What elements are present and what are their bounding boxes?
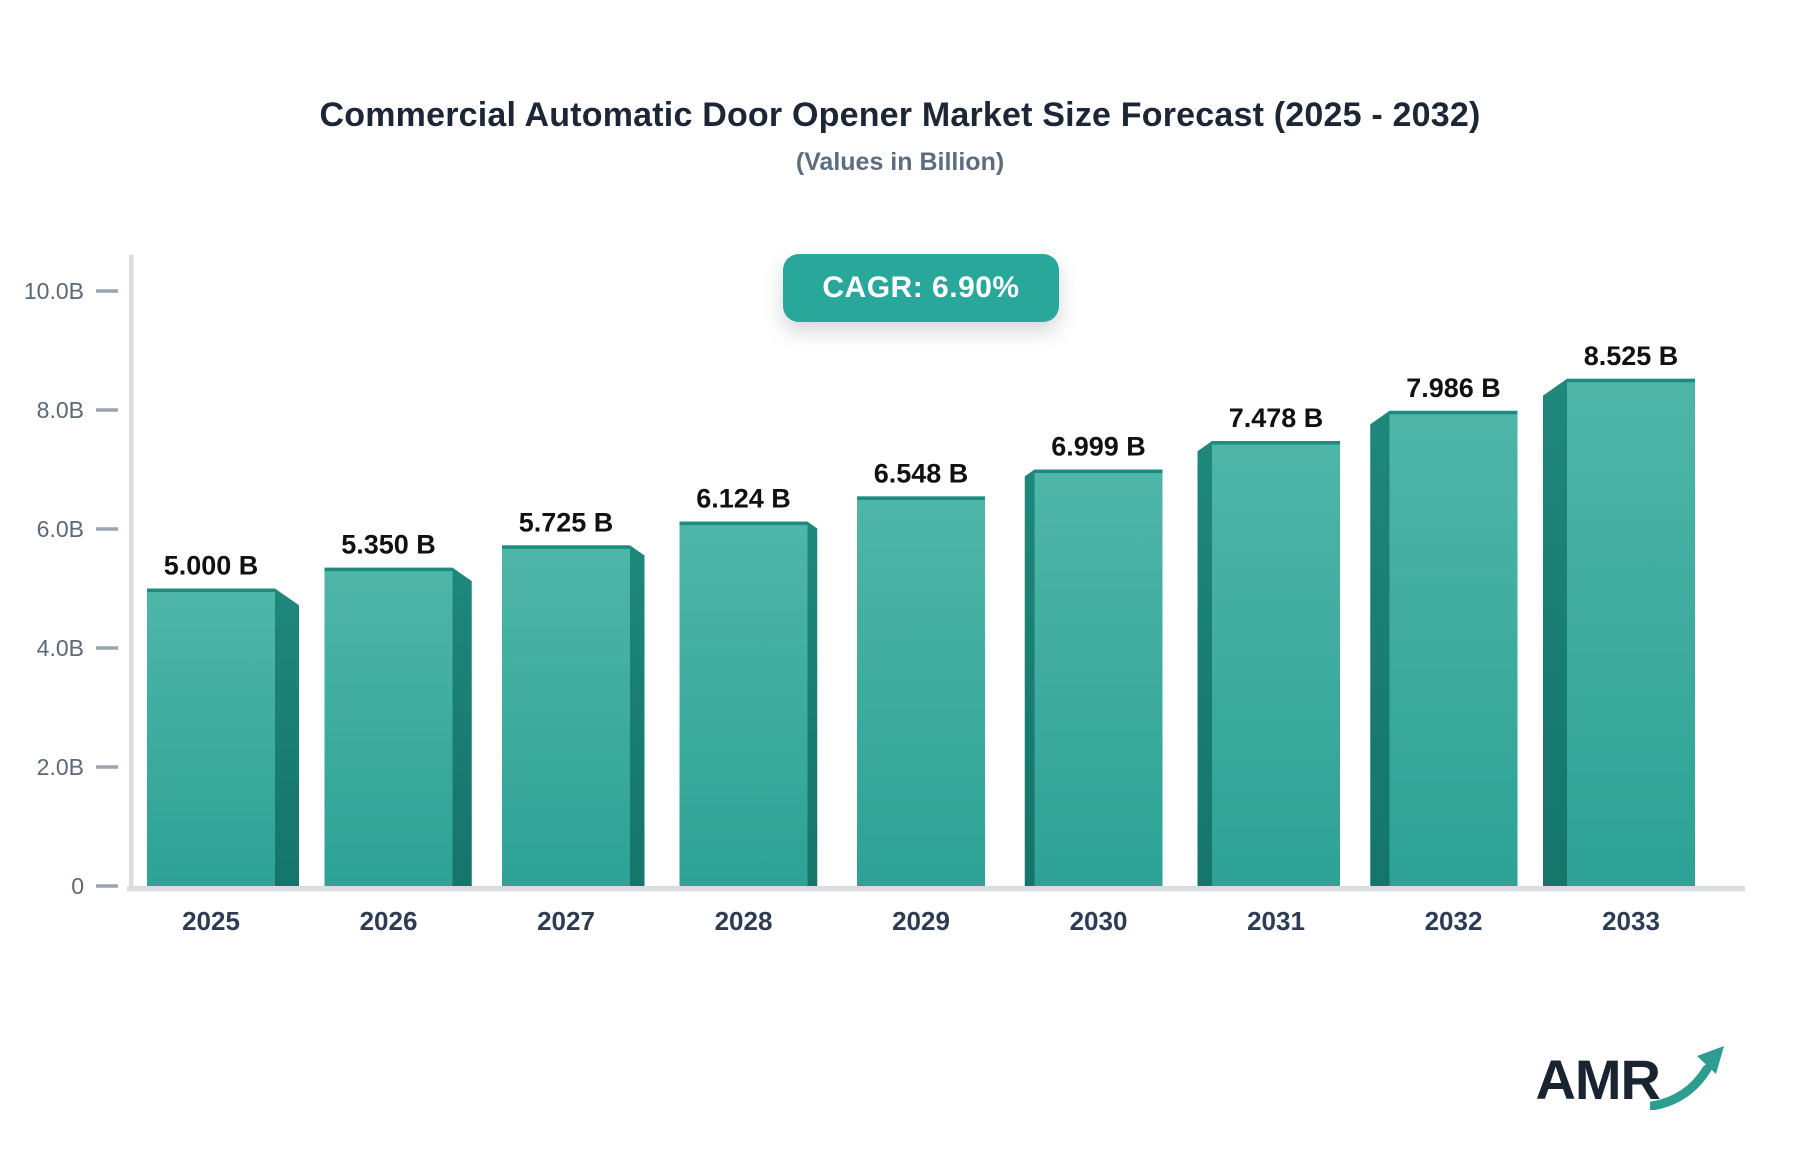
bar-front-face — [147, 588, 275, 886]
bar-front-face — [502, 545, 630, 886]
bar-top-edge — [324, 567, 453, 572]
bar-front-face — [324, 567, 453, 886]
chart-subtitle: (Values in Billion) — [795, 148, 1005, 176]
bar-2029 — [857, 496, 985, 886]
y-tick-label: 10.0B — [24, 278, 84, 304]
y-tick-mark — [96, 765, 118, 769]
x-axis-line — [127, 886, 1745, 892]
y-tick-label: 2.0B — [37, 754, 84, 780]
bar-front-face — [1567, 378, 1695, 886]
x-axis-label: 2032 — [1425, 906, 1483, 936]
bar-2026 — [324, 567, 472, 886]
cagr-badge-label: CAGR: 6.90% — [822, 271, 1020, 304]
bar-side-face — [1024, 469, 1035, 886]
bar-2028 — [679, 521, 818, 886]
x-axis-label: 2030 — [1070, 906, 1128, 936]
bar-value-label: 6.999 B — [1051, 432, 1146, 462]
bar-side-face — [1197, 441, 1212, 886]
x-axis-label: 2025 — [182, 906, 240, 936]
bar-side-face — [1370, 410, 1390, 886]
x-axis-label: 2029 — [892, 906, 950, 936]
bar-front-face — [679, 521, 808, 886]
x-axis-label: 2033 — [1602, 906, 1660, 936]
bar-2032 — [1370, 410, 1518, 886]
bar-value-label: 5.350 B — [341, 530, 436, 560]
y-tick-mark — [96, 884, 118, 888]
y-tick-label: 4.0B — [37, 635, 84, 661]
y-tick-mark — [96, 646, 118, 650]
amr-logo: AMR — [1535, 1044, 1728, 1111]
y-tick-label: 8.0B — [37, 397, 84, 423]
cagr-badge: CAGR: 6.90% — [783, 254, 1059, 322]
growth-arrow-icon — [1650, 1046, 1724, 1110]
bar-top-edge — [857, 496, 985, 500]
x-axis-label: 2028 — [715, 906, 773, 936]
y-tick-label: 0 — [71, 873, 84, 899]
bar-2025 — [147, 588, 299, 886]
y-tick-label: 6.0B — [37, 516, 84, 542]
bar-value-label: 6.124 B — [696, 484, 791, 514]
axis-layer: 10.0B 8.0B 6.0B 4.0B 2.0B 0 — [24, 255, 1745, 899]
bar-2027 — [502, 545, 645, 886]
bar-side-face — [630, 545, 645, 886]
bar-top-edge — [679, 521, 808, 526]
bar-2031 — [1197, 441, 1340, 886]
bar-2033 — [1543, 378, 1695, 886]
bar-front-face — [857, 496, 985, 886]
bar-value-label: 5.000 B — [164, 551, 259, 581]
bar-value-label: 8.525 B — [1584, 341, 1679, 371]
x-axis-label: 2031 — [1247, 906, 1305, 936]
bar-2030 — [1024, 469, 1163, 886]
y-tick-mark — [96, 527, 118, 531]
labels-layer: 5.000 B 2025 5.350 B 2026 5.725 B 2027 6.124 B… — [164, 341, 1679, 936]
bar-front-face — [1212, 441, 1340, 886]
bar-top-edge — [1034, 469, 1163, 474]
bar-value-label: 5.725 B — [519, 507, 614, 537]
bar-side-face — [275, 588, 299, 886]
y-tick-mark — [96, 408, 118, 412]
bar-top-edge — [502, 545, 630, 549]
x-axis-label: 2026 — [360, 906, 418, 936]
y-tick-mark — [96, 289, 118, 293]
bar-value-label: 7.986 B — [1406, 373, 1501, 403]
bar-value-label: 6.548 B — [874, 458, 969, 488]
amr-logo-text: AMR — [1535, 1048, 1661, 1111]
bar-front-face — [1389, 410, 1518, 886]
chart-title: Commercial Automatic Door Opener Market … — [319, 96, 1481, 134]
bar-top-edge — [147, 588, 275, 592]
bars-layer — [147, 378, 1695, 886]
bar-top-edge — [1567, 378, 1695, 383]
bar-side-face — [807, 521, 818, 886]
x-axis-label: 2027 — [537, 906, 595, 936]
bar-top-edge — [1389, 410, 1518, 415]
bar-top-edge — [1212, 441, 1340, 445]
y-axis-line — [129, 255, 134, 890]
bar-front-face — [1034, 469, 1163, 886]
bar-side-face — [452, 567, 472, 886]
bar-value-label: 7.478 B — [1229, 403, 1324, 433]
bar-side-face — [1543, 378, 1567, 886]
